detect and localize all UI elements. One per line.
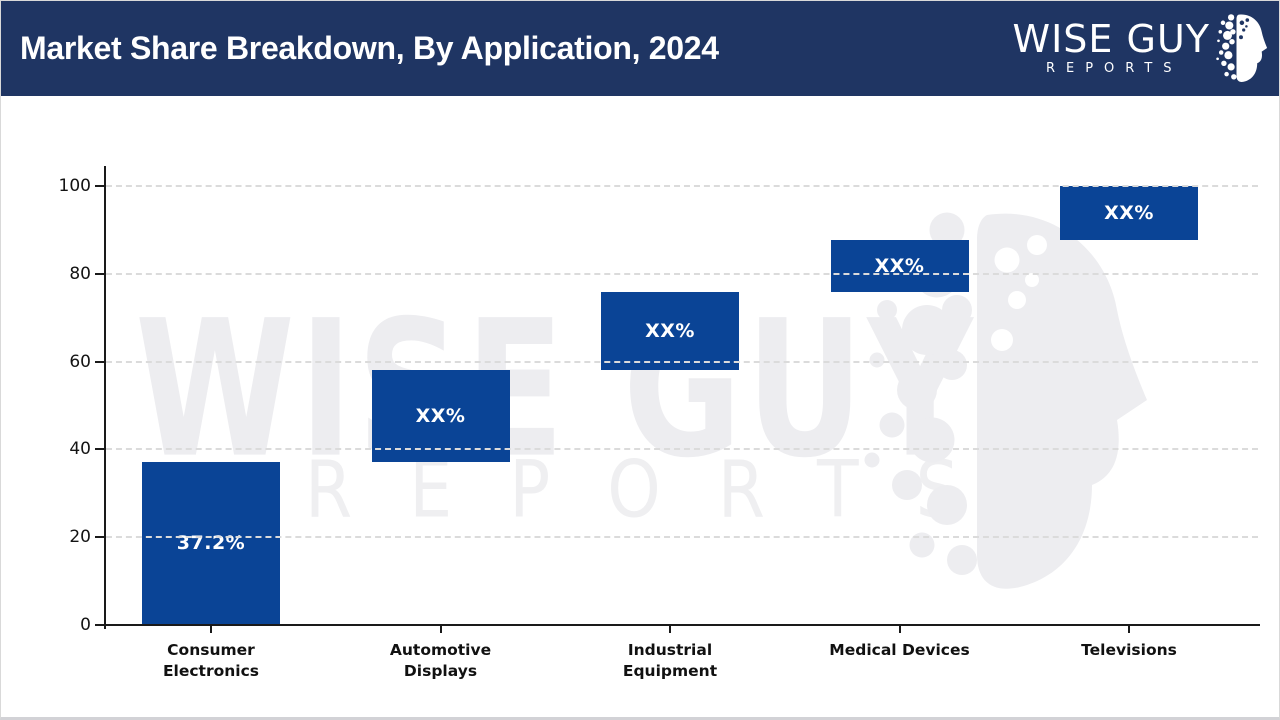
bar-automotive-displays: XX% xyxy=(371,370,510,462)
wiseguy-head-icon xyxy=(1216,14,1268,82)
y-tick-label: 80 xyxy=(69,263,91,284)
page-title: Market Share Breakdown, By Application, … xyxy=(20,29,719,66)
x-tick xyxy=(898,626,901,633)
bar-medical-devices: XX% xyxy=(830,239,969,293)
wiseguy-logo: WISE GUY REPORTS xyxy=(1013,12,1280,84)
category-label-line: Medical Devices xyxy=(829,641,970,659)
x-tick xyxy=(210,626,212,633)
category-label-line: Displays xyxy=(403,662,478,680)
category-label: Medical Devices xyxy=(785,640,1015,661)
x-tick xyxy=(669,626,671,633)
gridline xyxy=(106,360,1258,363)
y-tick xyxy=(95,185,104,187)
logo-subtitle: REPORTS xyxy=(1045,61,1183,76)
y-tick xyxy=(95,360,104,363)
header-band: Market Share Breakdown, By Application, … xyxy=(0,0,1280,96)
category-label-line: Industrial xyxy=(627,641,713,659)
y-tick-label: 20 xyxy=(69,527,91,548)
y-tick xyxy=(95,536,104,539)
x-tick xyxy=(1128,626,1130,633)
bar-value-label: XX% xyxy=(415,405,466,428)
watermark-wordmark: WISE GUY xyxy=(135,280,977,501)
y-tick-label: 40 xyxy=(69,439,91,460)
y-tick-label: 100 xyxy=(58,176,91,196)
bar-consumer-electronics: 37.2% xyxy=(142,461,280,625)
watermark-subtitle: REPORTS xyxy=(305,445,1016,536)
logo-wordmark: WISE GUY xyxy=(1012,17,1210,61)
logo-text: WISE GUY REPORTS xyxy=(1013,20,1210,76)
category-label-line: Televisions xyxy=(1081,641,1177,659)
category-label: Industrial Equipment xyxy=(555,640,785,682)
x-axis xyxy=(104,624,1260,626)
bar-televisions: XX% xyxy=(1060,186,1198,240)
category-label: Televisions xyxy=(1014,640,1244,661)
y-axis xyxy=(104,166,106,629)
category-label: Automotive Displays xyxy=(326,640,556,682)
category-label: Consumer Electronics xyxy=(96,640,326,682)
category-label-line: Electronics xyxy=(162,662,260,680)
bar-value-label: XX% xyxy=(1104,201,1154,224)
y-tick xyxy=(95,624,104,626)
gridline xyxy=(106,185,1258,187)
category-label-line: Consumer xyxy=(167,641,255,659)
y-tick-label: 0 xyxy=(80,615,91,635)
gridline xyxy=(106,448,1258,451)
gridline xyxy=(106,536,1258,539)
x-tick xyxy=(439,626,442,633)
y-tick xyxy=(95,448,104,451)
y-tick xyxy=(95,272,104,275)
bar-value-label: XX% xyxy=(645,320,695,343)
category-label-line: Equipment xyxy=(622,662,718,680)
category-label-line: Automotive xyxy=(389,641,492,659)
y-tick-label: 60 xyxy=(69,351,91,372)
gridline xyxy=(106,272,1258,275)
bar-industrial-equipment: XX% xyxy=(601,292,739,371)
